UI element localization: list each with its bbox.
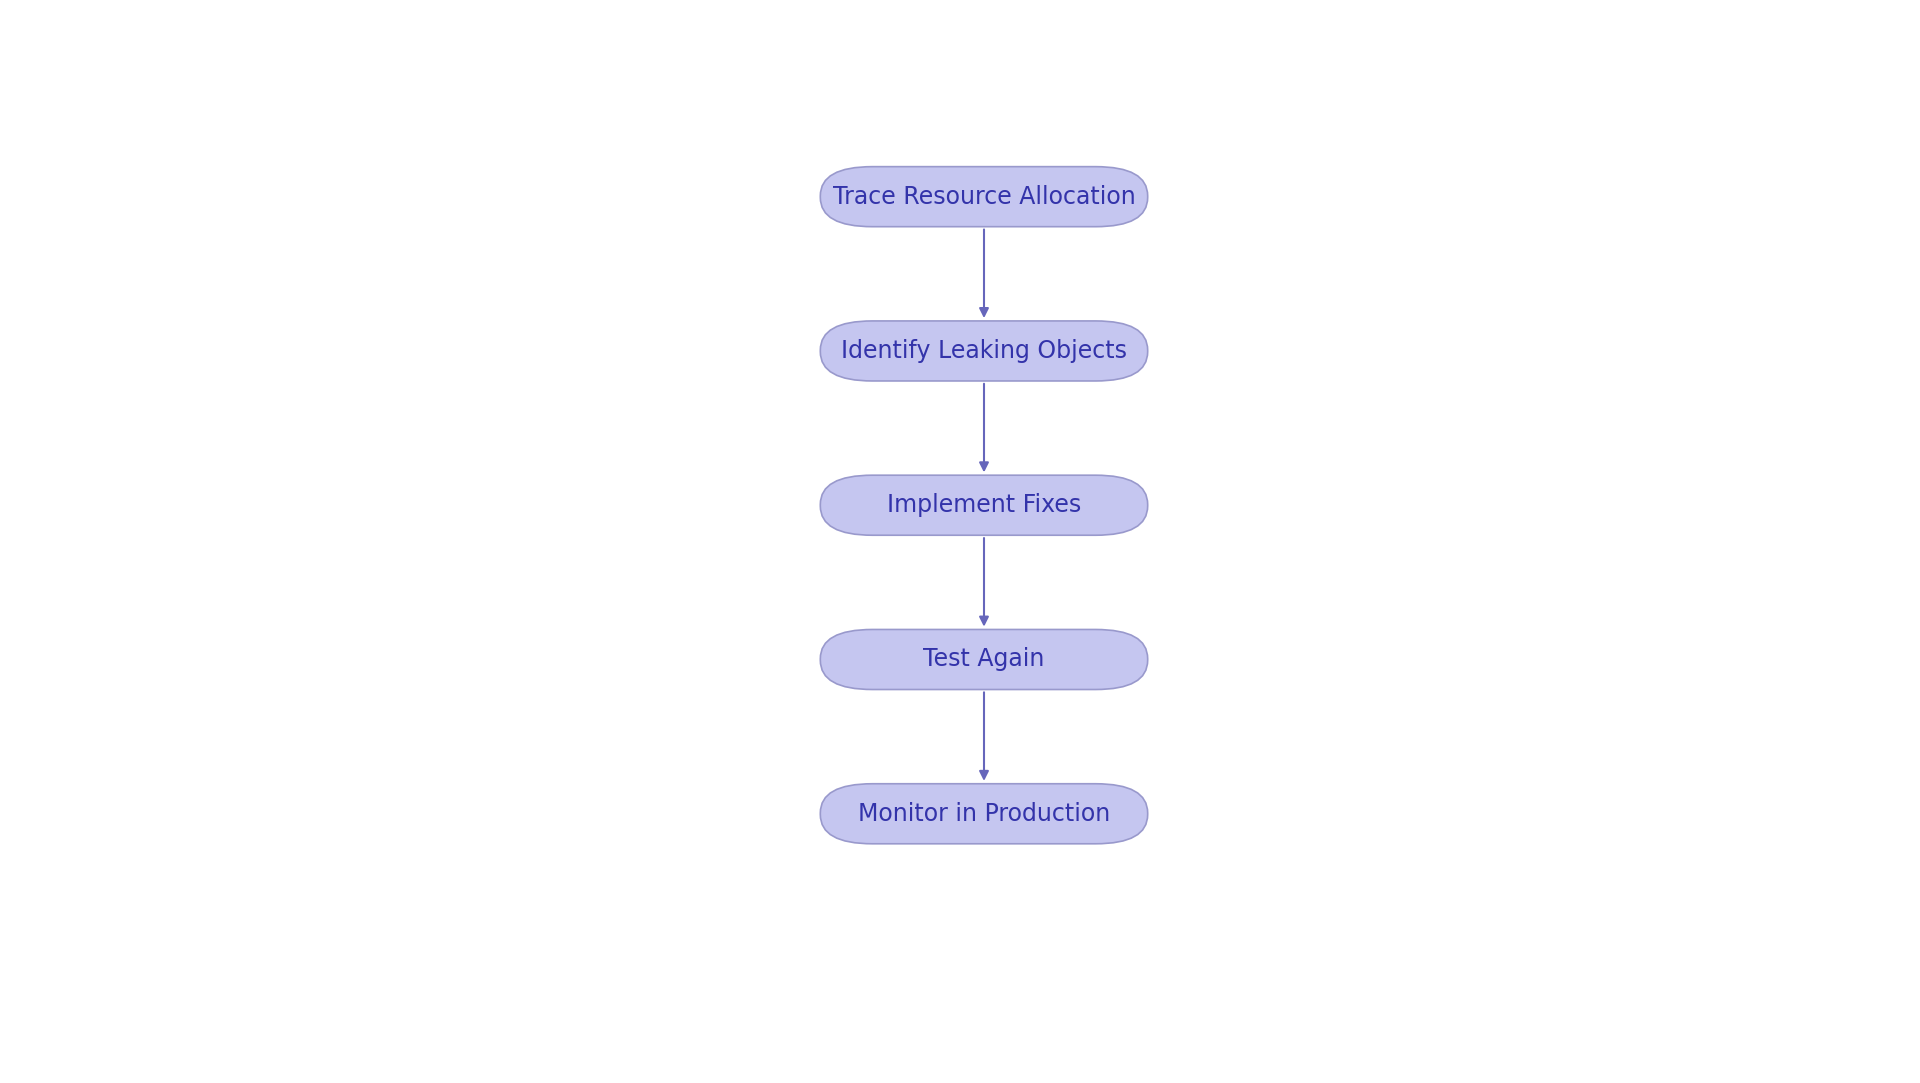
FancyBboxPatch shape [820,784,1148,844]
Text: Trace Resource Allocation: Trace Resource Allocation [833,185,1135,209]
FancyBboxPatch shape [820,475,1148,535]
Text: Test Again: Test Again [924,648,1044,671]
FancyBboxPatch shape [820,167,1148,226]
Text: Implement Fixes: Implement Fixes [887,493,1081,518]
Text: Monitor in Production: Monitor in Production [858,801,1110,825]
FancyBboxPatch shape [820,321,1148,381]
Text: Identify Leaking Objects: Identify Leaking Objects [841,339,1127,363]
FancyBboxPatch shape [820,629,1148,690]
